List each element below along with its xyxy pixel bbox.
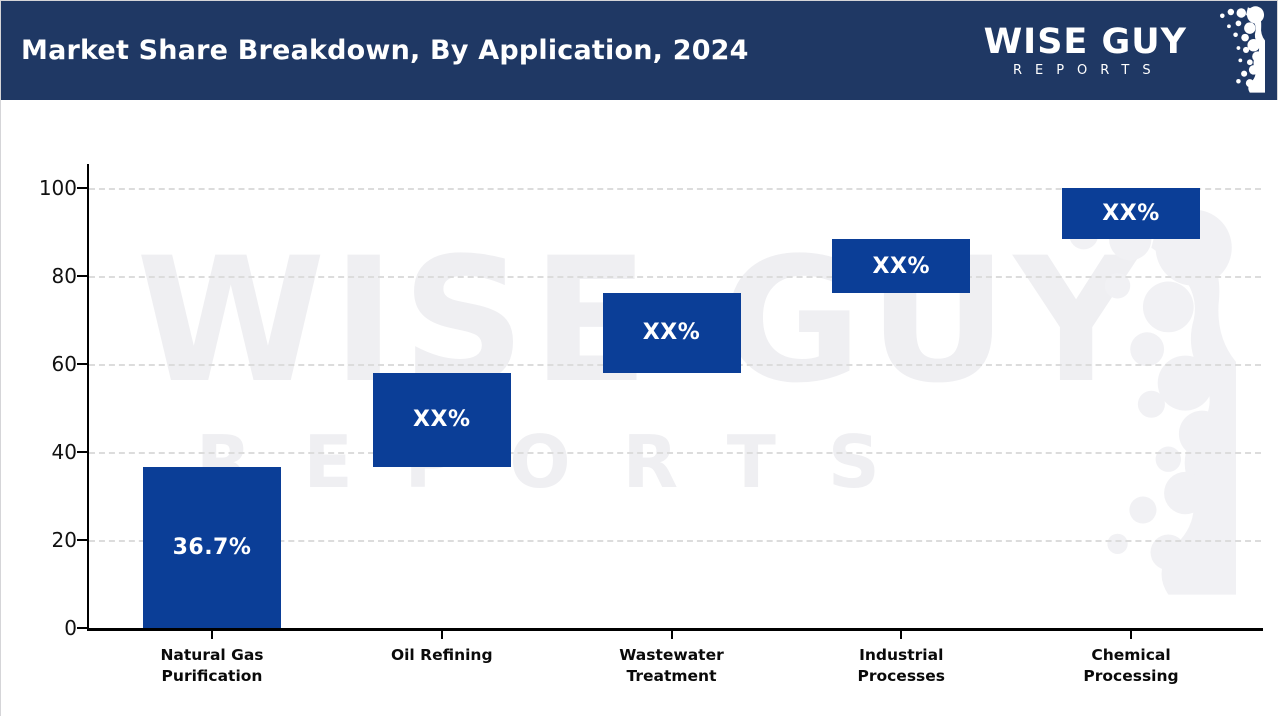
y-tick-mark (77, 363, 87, 366)
bar-value-label: 36.7% (172, 534, 252, 560)
gridline (89, 452, 1261, 455)
bar-value-label: XX% (642, 320, 701, 346)
y-tick-label: 20 (51, 528, 77, 553)
bar-natural-gas-purification: 36.7% (143, 466, 281, 628)
gridline (89, 276, 1261, 279)
y-tick-mark (77, 627, 87, 629)
x-axis-spine (87, 628, 1263, 631)
x-tick-mark (670, 631, 673, 639)
wiseguy-logo: WISE GUY REPORTS (984, 5, 1277, 97)
bar-value-label: XX% (413, 407, 471, 433)
y-tick-label: 100 (38, 176, 77, 201)
watermark-head-icon (906, 200, 1236, 604)
bar-oil-refining: XX% (372, 372, 511, 467)
watermark-reports-text: REPORTS (196, 420, 932, 504)
plot-area: 36.7% XX% XX% XX% XX% (89, 164, 1261, 628)
x-tick-label: Chemical Processing (1083, 646, 1179, 685)
header-bar: Market Share Breakdown, By Application, … (1, 1, 1277, 100)
y-tick-mark (77, 275, 87, 278)
wiseguy-head-icon (1191, 5, 1265, 97)
bar-industrial-processes: XX% (832, 239, 971, 293)
y-tick-label: 40 (51, 440, 77, 465)
gridline (89, 540, 1261, 543)
page-title: Market Share Breakdown, By Application, … (21, 35, 749, 66)
x-tick-mark (1130, 631, 1132, 639)
logo-wiseguy-label: WISE GUY (983, 21, 1187, 62)
y-tick-label: 60 (51, 352, 77, 377)
y-tick-label: 0 (64, 616, 77, 640)
chart-area: WISE GUY REPORTS 36.7% XX% XX% XX% XX% 0 20 40… (1, 100, 1279, 717)
gridline (89, 188, 1261, 191)
logo-reports-label: REPORTS (1012, 62, 1164, 78)
x-tick-label: Oil Refining (390, 646, 493, 664)
y-axis-spine (87, 164, 89, 631)
x-tick-mark (440, 631, 443, 639)
x-tick-label: Industrial Processes (857, 646, 946, 685)
bar-value-label: XX% (1102, 201, 1160, 227)
x-tick-mark (900, 631, 903, 639)
bar-wastewater-treatment: XX% (602, 292, 741, 373)
y-tick-mark (77, 187, 87, 190)
y-tick-label: 80 (51, 264, 77, 289)
bar-chemical-processing: XX% (1062, 188, 1200, 240)
wiseguy-logo-text: WISE GUY REPORTS (984, 24, 1187, 78)
x-tick-label: Wastewater Treatment (619, 646, 724, 685)
y-tick-mark (77, 451, 87, 454)
x-tick-mark (211, 631, 213, 639)
y-tick-mark (77, 539, 87, 542)
x-tick-label: Natural Gas Purification (160, 646, 264, 685)
bar-value-label: XX% (872, 253, 930, 279)
